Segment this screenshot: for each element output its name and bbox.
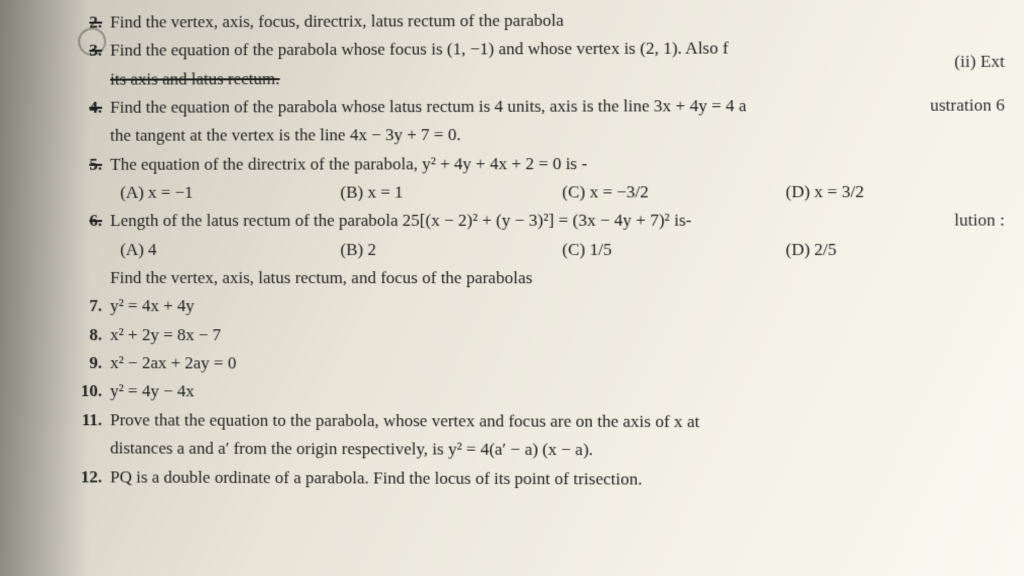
q5-number: 5. — [68, 152, 102, 178]
q5-opt-b: (B) x = 1 — [340, 179, 562, 206]
q6-opt-b: (B) 2 — [340, 237, 562, 264]
q3-line2: its axis and latus rectum. — [110, 69, 280, 89]
q7-text: y² = 4x + 4y — [110, 297, 194, 316]
q11-line2: distances a and a′ from the origin respe… — [110, 439, 593, 460]
question-11: 11. Prove that the equation to the parab… — [110, 407, 1011, 436]
heading-text: Find the vertex, axis, latus rectum, and… — [110, 268, 532, 287]
q3-number: 3. — [68, 38, 102, 65]
question-9: 9. x² − 2ax + 2ay = 0 — [110, 350, 1011, 378]
q4-line1: Find the equation of the parabola whose … — [110, 96, 746, 117]
q4-number: 4. — [68, 95, 102, 121]
question-12: 12. PQ is a double ordinate of a parabol… — [110, 464, 1011, 494]
question-5: 5. The equation of the directrix of the … — [110, 150, 1011, 178]
question-4: 4. Find the equation of the parabola who… — [110, 92, 1011, 121]
q6-opt-c: (C) 1/5 — [562, 237, 786, 264]
q9-text: x² − 2ax + 2ay = 0 — [110, 353, 236, 372]
question-7: 7. y² = 4x + 4y — [110, 294, 1011, 321]
q4-line2: the tangent at the vertex is the line 4x… — [110, 125, 461, 145]
q6-options: (A) 4 (B) 2 (C) 1/5 (D) 2/5 — [120, 236, 1011, 263]
q11-line1: Prove that the equation to the parabola,… — [110, 410, 699, 431]
q12-number: 12. — [68, 464, 102, 491]
q6-text: Length of the latus rectum of the parabo… — [110, 211, 691, 230]
q5-text: The equation of the directrix of the par… — [110, 154, 587, 174]
q6-opt-a: (A) 4 — [120, 237, 340, 264]
q4-cont: the tangent at the vertex is the line 4x… — [110, 121, 1011, 149]
q11-number: 11. — [68, 407, 102, 433]
q11-cont: distances a and a′ from the origin respe… — [110, 436, 1011, 466]
q10-number: 10. — [68, 379, 102, 405]
q5-opt-c: (C) x = −3/2 — [562, 179, 786, 206]
q3-line1: Find the equation of the parabola whose … — [110, 39, 728, 60]
margin-lution: lution : — [954, 208, 1004, 235]
q6-number: 6. — [68, 208, 102, 234]
question-8: 8. x² + 2y = 8x − 7 — [110, 322, 1011, 350]
q5-opt-d: (D) x = 3/2 — [786, 179, 1011, 206]
q8-text: x² + 2y = 8x − 7 — [110, 325, 221, 344]
q10-text: y² = 4y − 4x — [110, 382, 194, 401]
question-2: 2. Find the vertex, axis, focus, directr… — [110, 6, 1011, 36]
q2-text: Find the vertex, axis, focus, directrix,… — [110, 11, 563, 32]
margin-ustration: ustration 6 — [930, 92, 1005, 119]
q3-cont: its axis and latus rectum. — [110, 63, 1011, 92]
q7-number: 7. — [68, 293, 102, 319]
q5-opt-a: (A) x = −1 — [120, 180, 340, 207]
q6-opt-d: (D) 2/5 — [786, 236, 1011, 263]
textbook-page: 2. Find the vertex, axis, focus, directr… — [0, 0, 1024, 506]
q8-number: 8. — [68, 322, 102, 348]
q5-options: (A) x = −1 (B) x = 1 (C) x = −3/2 (D) x … — [120, 179, 1011, 207]
question-3: 3. Find the equation of the parabola who… — [110, 35, 1011, 65]
q12-text: PQ is a double ordinate of a parabola. F… — [110, 467, 642, 488]
q9-number: 9. — [68, 350, 102, 376]
question-10: 10. y² = 4y − 4x — [110, 379, 1011, 408]
sub-heading: Find the vertex, axis, latus rectum, and… — [110, 265, 1011, 292]
question-6: 6. Length of the latus rectum of the par… — [110, 208, 1011, 235]
